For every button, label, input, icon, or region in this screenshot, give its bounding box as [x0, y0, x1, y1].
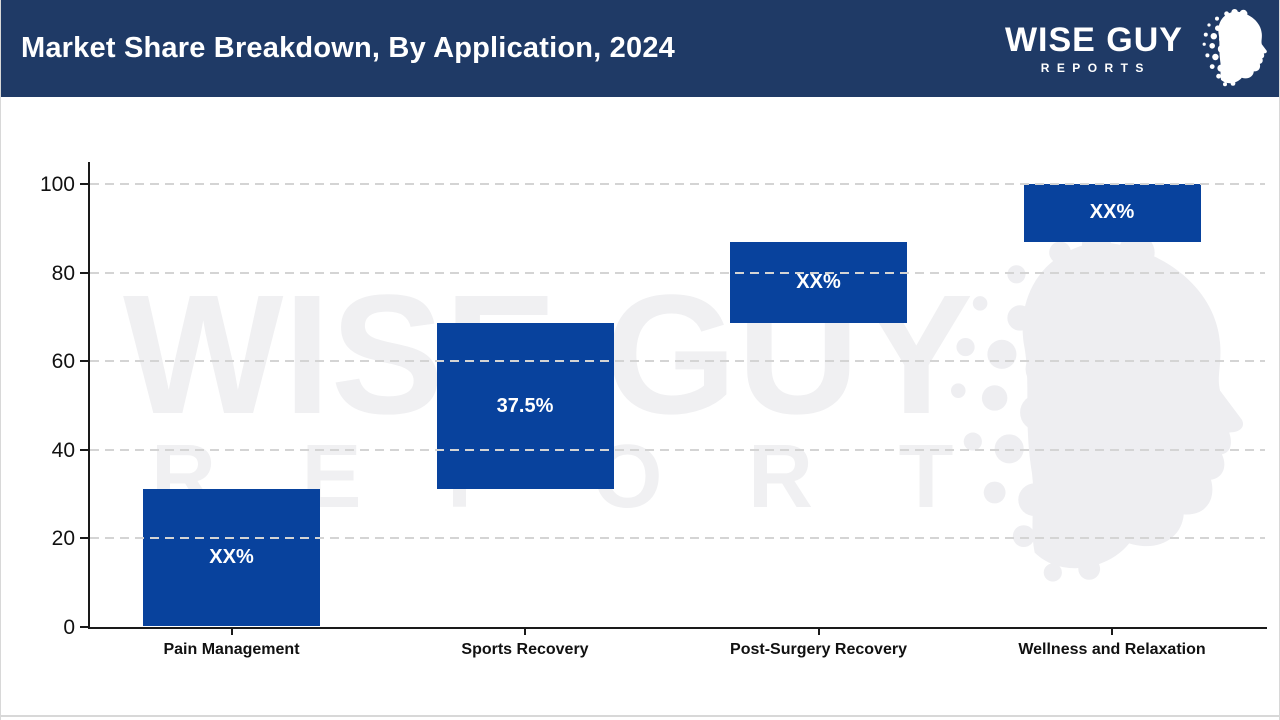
y-axis-tick-label: 20 [51, 527, 75, 550]
y-axis-tick-label: 0 [63, 615, 75, 639]
y-axis-tick-label: 60 [51, 350, 75, 373]
bar: XX% [143, 489, 320, 627]
wise-guy-reports-logo: WISE GUY REPORTS [1005, 8, 1273, 90]
gridline [90, 183, 1265, 185]
x-axis-tick [230, 628, 233, 635]
x-axis-category-label: Pain Management [163, 641, 300, 658]
logo-secondary-text: REPORTS [1040, 61, 1151, 75]
y-axis-tick-label: 80 [51, 261, 75, 285]
gridline [90, 448, 1265, 451]
x-axis-line [88, 626, 1267, 629]
gridlines-layer [1, 97, 1279, 707]
bottom-border [1, 715, 1279, 717]
x-axis-tick [524, 628, 526, 635]
y-axis-tick-label: 100 [39, 173, 75, 196]
x-axis-tick [1111, 628, 1113, 635]
chart-title: Market Share Breakdown, By Application, … [21, 32, 675, 64]
x-axis-category-label: Sports Recovery [461, 641, 589, 658]
bar-value-label: XX% [1089, 201, 1135, 224]
gridline [90, 360, 1265, 362]
y-axis-tick [80, 360, 88, 362]
header: Market Share Breakdown, By Application, … [1, 0, 1279, 97]
bar-value-label: XX% [209, 546, 254, 569]
chart-area: WISE GUY REPORTS XX% 37.5% XX% XX% 0 20 40 60 8… [1, 97, 1279, 707]
gridline [90, 271, 1265, 274]
bar: XX% [730, 241, 907, 324]
y-axis-tick [80, 537, 88, 539]
y-axis-tick [80, 183, 88, 185]
y-axis-tick-label: 40 [51, 438, 75, 462]
x-axis-category-label: Post-Surgery Recovery [730, 641, 907, 658]
gridline [90, 537, 1265, 539]
logo-wordmark: WISE GUY REPORTS [1005, 23, 1183, 74]
y-axis-tick [80, 625, 88, 628]
y-axis-line [88, 162, 90, 628]
y-axis-tick [80, 271, 88, 274]
bar: 37.5% [436, 323, 614, 490]
logo-primary-text: WISE GUY [1004, 21, 1183, 59]
bar-value-label: XX% [796, 270, 841, 293]
y-axis-tick [80, 448, 88, 451]
x-axis-tick [817, 628, 820, 635]
logo-face-icon [1185, 8, 1273, 90]
bar-value-label: 37.5% [496, 394, 554, 417]
x-axis-category-label: Wellness and Relaxation [1018, 641, 1206, 658]
